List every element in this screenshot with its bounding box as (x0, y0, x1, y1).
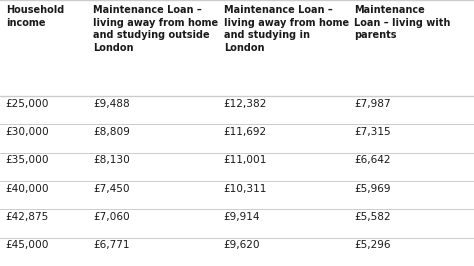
Text: £9,488: £9,488 (93, 99, 130, 109)
Bar (0, 238, 474, 266)
Text: £9,620: £9,620 (224, 240, 260, 251)
Text: £25,000: £25,000 (6, 99, 49, 109)
Text: £7,450: £7,450 (93, 184, 130, 194)
Text: Maintenance
Loan – living with
parents: Maintenance Loan – living with parents (354, 5, 450, 40)
Text: £8,809: £8,809 (93, 127, 130, 137)
Text: £7,060: £7,060 (93, 212, 130, 222)
Bar (0, 209, 474, 238)
Text: £6,771: £6,771 (93, 240, 130, 251)
Text: £42,875: £42,875 (6, 212, 49, 222)
Text: £5,296: £5,296 (354, 240, 391, 251)
Text: £30,000: £30,000 (6, 127, 49, 137)
Text: £11,692: £11,692 (224, 127, 267, 137)
Text: £11,001: £11,001 (224, 155, 267, 165)
Text: £8,130: £8,130 (93, 155, 130, 165)
Text: Maintenance Loan –
living away from home
and studying outside
London: Maintenance Loan – living away from home… (93, 5, 219, 53)
Text: £35,000: £35,000 (6, 155, 49, 165)
Bar (0, 181, 474, 209)
Text: £10,311: £10,311 (224, 184, 267, 194)
Bar (0, 0, 474, 96)
Text: £5,969: £5,969 (354, 184, 391, 194)
Text: Maintenance Loan –
living away from home
and studying in
London: Maintenance Loan – living away from home… (224, 5, 349, 53)
Bar (0, 96, 474, 124)
Bar (0, 124, 474, 152)
Text: £12,382: £12,382 (224, 99, 267, 109)
Text: £6,642: £6,642 (354, 155, 391, 165)
Text: £40,000: £40,000 (6, 184, 49, 194)
Text: £5,582: £5,582 (354, 212, 391, 222)
Text: £45,000: £45,000 (6, 240, 49, 251)
Text: £9,914: £9,914 (224, 212, 260, 222)
Text: £7,315: £7,315 (354, 127, 391, 137)
Text: £7,987: £7,987 (354, 99, 391, 109)
Bar (0, 152, 474, 181)
Text: Household
income: Household income (6, 5, 64, 28)
